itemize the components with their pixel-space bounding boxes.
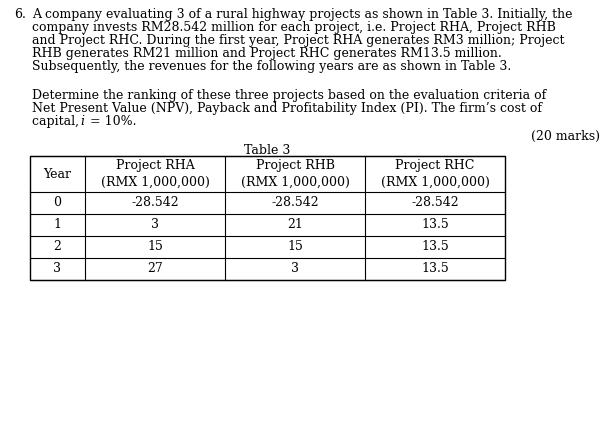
Text: 6.: 6. [14,8,26,21]
Text: 3: 3 [54,263,62,275]
Text: 3: 3 [291,263,299,275]
Text: and Project RHC. During the first year, Project RHA generates RM3 million; Proje: and Project RHC. During the first year, … [32,34,565,47]
Text: Table 3: Table 3 [244,144,291,157]
Text: Subsequently, the revenues for the following years are as shown in Table 3.: Subsequently, the revenues for the follo… [32,60,511,73]
Text: (20 marks): (20 marks) [531,130,600,143]
Text: Year: Year [43,168,71,181]
Text: 1: 1 [54,218,62,232]
Text: 27: 27 [147,263,163,275]
Text: capital,: capital, [32,115,83,128]
Text: RHB generates RM21 million and Project RHC generates RM13.5 million.: RHB generates RM21 million and Project R… [32,47,502,60]
Text: 2: 2 [54,240,62,253]
Text: -28.542: -28.542 [131,197,179,210]
Text: Project RHC
(RMX 1,000,000): Project RHC (RMX 1,000,000) [381,160,489,189]
Text: 21: 21 [287,218,303,232]
Text: = 10%.: = 10%. [86,115,136,128]
Text: Determine the ranking of these three projects based on the evaluation criteria o: Determine the ranking of these three pro… [32,89,546,102]
Text: Project RHB
(RMX 1,000,000): Project RHB (RMX 1,000,000) [241,160,349,189]
Text: Net Present Value (NPV), Payback and Profitability Index (PI). The firm’s cost o: Net Present Value (NPV), Payback and Pro… [32,102,542,115]
Text: i: i [80,115,84,128]
Text: -28.542: -28.542 [271,197,319,210]
Text: 13.5: 13.5 [421,263,449,275]
Text: 13.5: 13.5 [421,240,449,253]
Text: company invests RM28.542 million for each project, i.e. Project RHA, Project RHB: company invests RM28.542 million for eac… [32,21,556,34]
Text: 15: 15 [147,240,163,253]
Bar [30,156,505,280]
Text: -28.542: -28.542 [411,197,459,210]
Text: A company evaluating 3 of a rural highway projects as shown in Table 3. Initiall: A company evaluating 3 of a rural highwa… [32,8,573,21]
Text: 13.5: 13.5 [421,218,449,232]
Text: 0: 0 [54,197,62,210]
Text: Project RHA
(RMX 1,000,000): Project RHA (RMX 1,000,000) [101,160,210,189]
Text: 15: 15 [287,240,303,253]
Text: 3: 3 [151,218,159,232]
